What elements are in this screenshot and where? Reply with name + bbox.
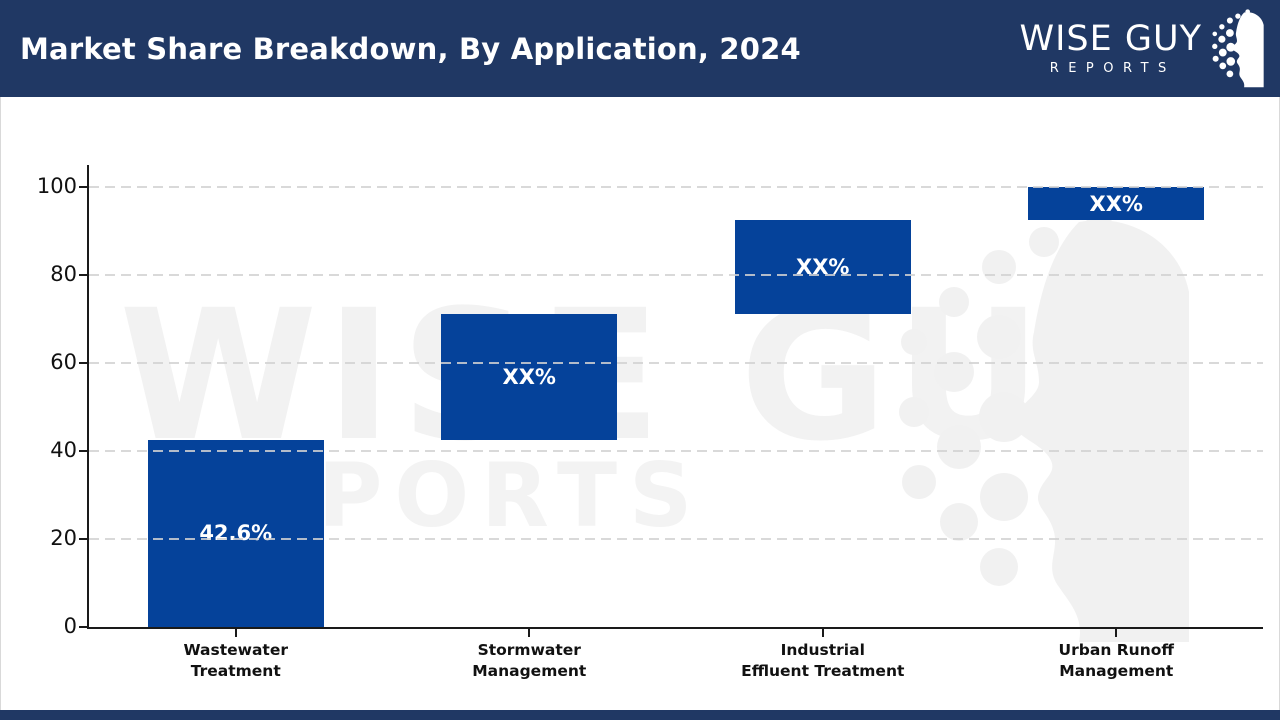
chart-area: WISE GUY REPORTS 0 20 40 60 80 100 42.6% Wastew… bbox=[0, 97, 1280, 710]
x-category-label: Wastewater Treatment bbox=[183, 641, 289, 680]
x-category-label: Urban Runoff Management bbox=[1058, 641, 1174, 680]
y-tick-label: 60 bbox=[50, 350, 77, 374]
y-tick-label: 40 bbox=[50, 438, 77, 462]
logo-subtitle: REPORTS bbox=[1049, 61, 1176, 76]
y-tick-mark bbox=[79, 626, 87, 628]
x-tick-mark bbox=[234, 629, 237, 637]
face-profile-icon bbox=[1212, 8, 1264, 87]
x-category-label: Industrial Effluent Treatment bbox=[741, 641, 905, 680]
x-tick-mark bbox=[821, 629, 824, 637]
y-tick-mark bbox=[79, 362, 87, 364]
gridline bbox=[89, 450, 1263, 452]
y-tick-label: 0 bbox=[63, 614, 77, 638]
y-tick-mark bbox=[79, 186, 87, 188]
bar-value-label: XX% bbox=[502, 364, 556, 389]
x-category-label: Stormwater Management bbox=[472, 641, 587, 680]
x-tick-mark bbox=[1115, 629, 1118, 637]
logo-text: WISE GUY REPORTS bbox=[1019, 19, 1202, 76]
gridline bbox=[89, 362, 1263, 364]
page-title: Market Share Breakdown, By Application, … bbox=[20, 31, 801, 66]
y-tick-label: 100 bbox=[36, 174, 77, 198]
gridline bbox=[89, 186, 1263, 188]
y-tick-label: 80 bbox=[50, 262, 77, 286]
logo-wordmark: WISE GUY bbox=[1019, 19, 1202, 59]
bar-segment: XX% bbox=[441, 314, 618, 440]
bar-value-label: XX% bbox=[1089, 191, 1143, 216]
y-tick-label: 20 bbox=[50, 526, 77, 550]
y-tick-mark bbox=[79, 274, 87, 276]
bar-segment: XX% bbox=[1028, 187, 1205, 220]
footer-band bbox=[0, 710, 1280, 720]
watermark-face-icon bbox=[899, 204, 1189, 642]
gridline bbox=[89, 538, 1263, 540]
bar-value-label: 42.6% bbox=[199, 521, 273, 546]
gridline bbox=[89, 274, 1263, 276]
y-tick-mark bbox=[79, 538, 87, 540]
y-tick-mark bbox=[79, 450, 87, 452]
header-band: Market Share Breakdown, By Application, … bbox=[0, 0, 1280, 97]
wise-guy-logo: WISE GUY REPORTS bbox=[1019, 0, 1266, 97]
bar-segment: 42.6% bbox=[147, 439, 324, 627]
y-axis-line bbox=[87, 165, 89, 627]
bar-segment: XX% bbox=[734, 220, 911, 315]
x-axis-line bbox=[87, 627, 1263, 629]
x-tick-mark bbox=[528, 629, 531, 637]
